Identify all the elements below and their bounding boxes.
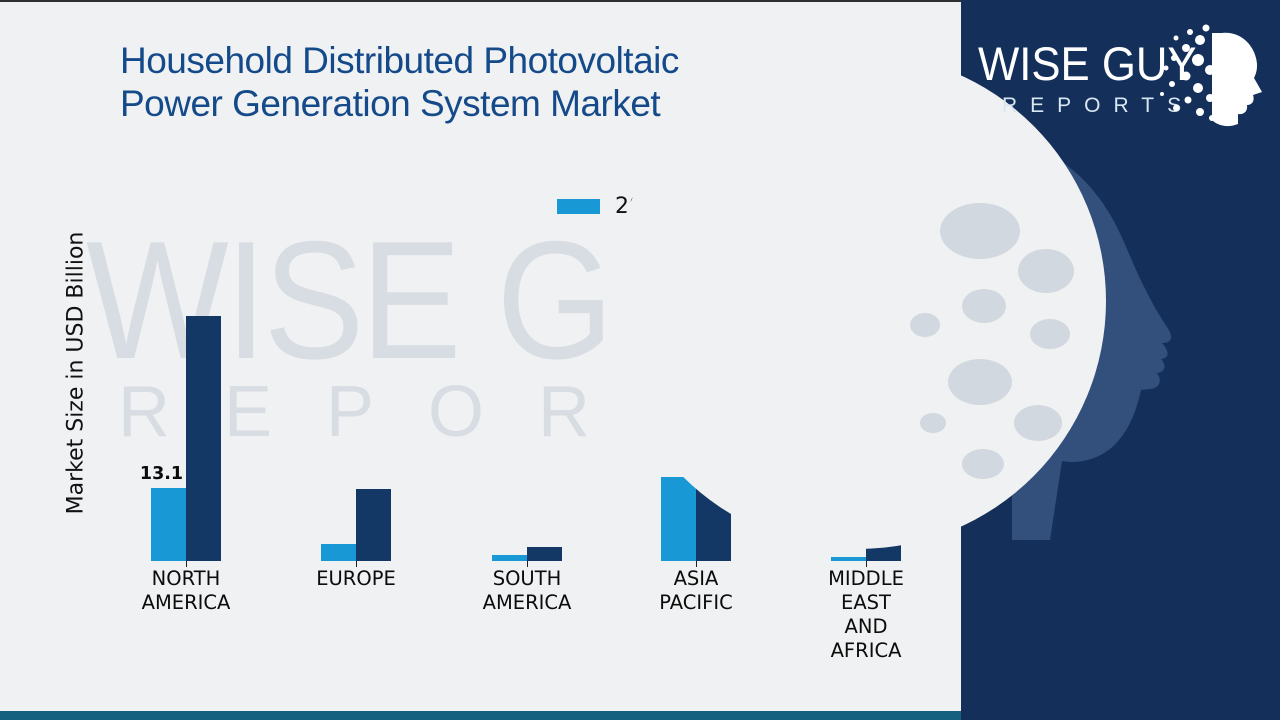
bar-2032-europe (356, 489, 391, 561)
bottom-accent-bar (0, 711, 961, 720)
brand-subname: REPORTS (1002, 94, 1195, 117)
brand-name: WISE GUY (978, 37, 1197, 90)
bar-2032-south-america (527, 547, 562, 561)
bar-2024-south-america (492, 555, 527, 561)
chart-title: Household Distributed Photovoltaic Power… (120, 40, 679, 126)
bar-2024-asia-pacific (661, 477, 696, 561)
bar-2032-north-america (186, 316, 221, 561)
chart-title-line1: Household Distributed Photovoltaic (120, 40, 679, 81)
category-label: MIDDLE EAST AND AFRICA (828, 567, 904, 662)
bar-2024-europe (321, 544, 356, 561)
x-axis-tick (527, 561, 528, 567)
brand-logo: WISE GUY REPORTS (978, 40, 1213, 118)
bar-2024-middle-east-and-africa (831, 557, 866, 561)
chart-title-line2: Power Generation System Market (120, 82, 661, 124)
category-label: SOUTH AMERICA (482, 567, 572, 614)
bar-2024-north-america (151, 488, 186, 561)
x-axis-tick (696, 561, 697, 567)
x-axis-tick (866, 561, 867, 567)
category-label: EUROPE (316, 567, 396, 590)
top-border-line (0, 0, 961, 2)
x-axis-tick (356, 561, 357, 567)
category-label: ASIA PACIFIC (659, 567, 733, 614)
x-axis-tick (186, 561, 187, 567)
background-circle (610, 53, 1106, 549)
category-label: NORTH AMERICA (141, 567, 231, 614)
legend-swatch-2024 (557, 199, 600, 214)
data-label: 13.1 (139, 464, 184, 484)
